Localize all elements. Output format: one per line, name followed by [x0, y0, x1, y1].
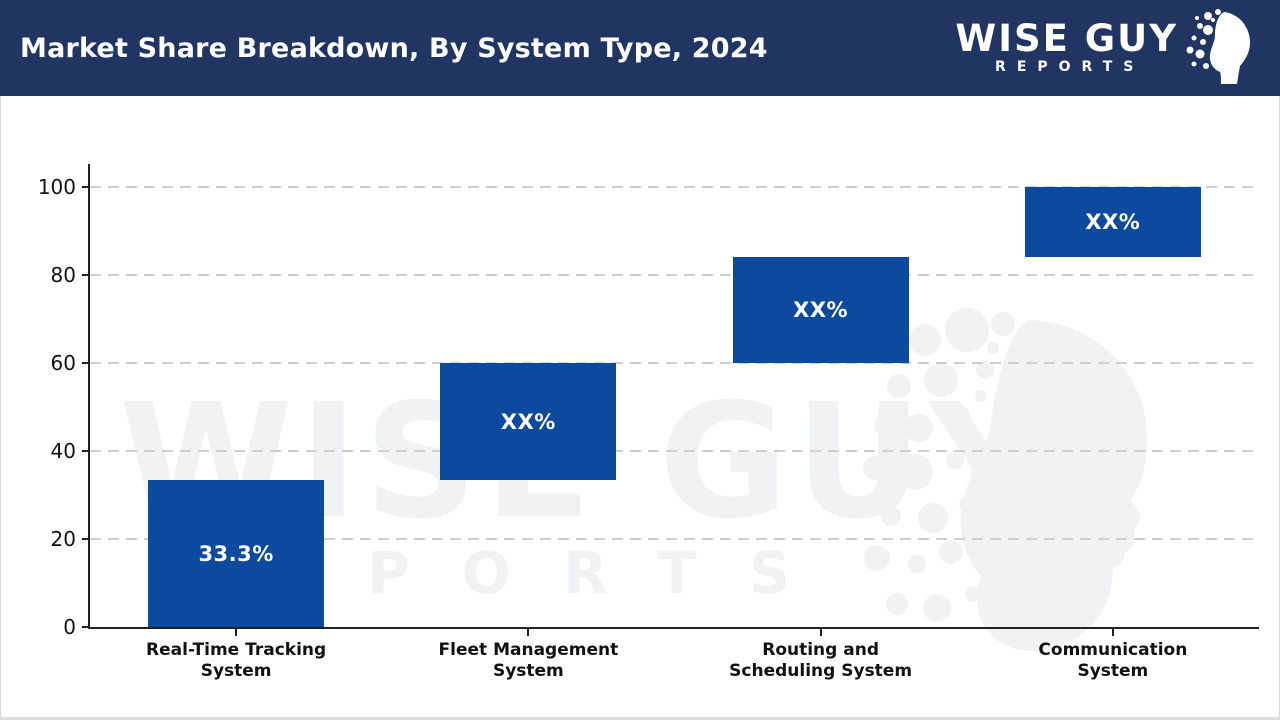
y-grid-line — [90, 362, 1259, 364]
y-tick-mark — [82, 450, 89, 452]
x-tick-mark — [819, 629, 822, 636]
y-tick-label: 0 — [63, 615, 76, 639]
x-category-label: Communication System — [1038, 640, 1188, 681]
y-tick-mark — [82, 186, 89, 188]
watermark-head-icon — [863, 308, 1173, 672]
y-tick-label: 40 — [50, 439, 76, 463]
x-category-label: Routing and Scheduling System — [729, 640, 913, 681]
brand-logo-text: WISE GUY REPORTS — [955, 17, 1178, 75]
brand-subname: REPORTS — [995, 59, 1145, 75]
brand-name: WISE GUY — [955, 17, 1178, 60]
y-tick-mark — [82, 274, 89, 276]
y-tick-mark — [82, 538, 89, 540]
y-tick-label: 80 — [50, 263, 76, 287]
y-tick-label: 100 — [37, 175, 76, 199]
x-tick-mark — [1111, 629, 1114, 636]
bar-value-label: XX% — [1085, 210, 1141, 235]
bar-value-label: XX% — [500, 409, 556, 434]
brand-head-icon — [1180, 6, 1254, 90]
bar-value-label: 33.3% — [198, 541, 274, 566]
y-grid-line — [90, 538, 1259, 540]
bar: XX% — [732, 257, 909, 363]
header-bar: Market Share Breakdown, By System Type, … — [0, 0, 1280, 96]
chart-body: WISE GUY REPORTS 0 20 40 60 80 100 33.3% Real-T… — [0, 96, 1280, 720]
bar: XX% — [1024, 187, 1201, 258]
bar: XX% — [440, 363, 617, 481]
x-tick-mark — [527, 629, 530, 636]
y-tick-label: 60 — [50, 351, 76, 375]
y-tick-mark — [82, 626, 89, 628]
x-category-label: Real-Time Tracking System — [146, 640, 327, 681]
bar: 33.3% — [148, 480, 325, 627]
y-grid-line — [90, 186, 1259, 188]
y-axis-spine — [88, 164, 90, 629]
bar-value-label: XX% — [793, 298, 849, 323]
y-grid-line — [90, 450, 1259, 452]
y-grid-line — [90, 274, 1259, 276]
y-tick-label: 20 — [50, 527, 76, 551]
x-tick-mark — [235, 629, 238, 636]
x-category-label: Fleet Management System — [438, 640, 619, 681]
x-axis-spine — [88, 627, 1259, 629]
page-title: Market Share Breakdown, By System Type, … — [20, 32, 768, 64]
y-tick-mark — [82, 362, 89, 364]
brand-logo: WISE GUY REPORTS — [955, 6, 1254, 90]
